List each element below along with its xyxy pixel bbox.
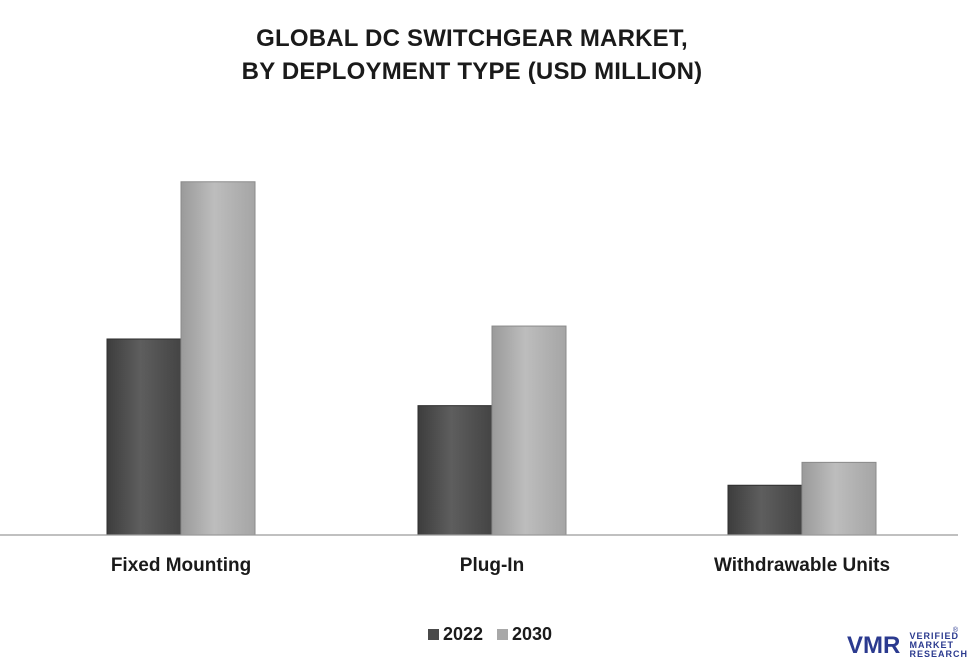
registered-mark-icon: ® (952, 627, 958, 634)
legend-label-2030: 2030 (512, 624, 553, 644)
bar-2022-plug-in (417, 405, 493, 536)
bar-2030-plug-in (491, 325, 567, 536)
vmr-logo-text: VERIFIED MARKET RESEARCH (909, 630, 968, 659)
vmr-logo-line2: MARKET (909, 639, 954, 650)
chart-title-line2: BY DEPLOYMENT TYPE (USD MILLION) (241, 58, 703, 85)
x-tick-label-plug-in: Plug-In (460, 555, 524, 576)
vmr-logo-mark: VMR (847, 632, 900, 659)
legend: 2022 2030 (0, 624, 980, 645)
legend-label-2022: 2022 (442, 624, 483, 644)
legend-swatch-2030 (497, 629, 508, 640)
bar-2022-fixed-mounting (106, 338, 182, 536)
vmr-logo-line3: RESEARCH (909, 648, 968, 659)
vmr-logo: VMR VERIFIED MARKET RESEARCH ® (847, 627, 968, 659)
x-tick-label-withdrawable-units: Withdrawable Units (714, 555, 890, 576)
legend-item-2030: 2030 (497, 624, 552, 645)
vmr-logo-line1: VERIFIED (909, 630, 959, 641)
vmr-logo-mark-text: VMR (847, 632, 900, 659)
chart-title: GLOBAL DC SWITCHGEAR MARKET, BY DEPLOYME… (0, 22, 944, 88)
bar-2030-withdrawable-units (801, 461, 877, 536)
bar-2030-fixed-mounting (180, 181, 256, 536)
bar-2022-withdrawable-units (727, 484, 803, 536)
chart-title-line1: GLOBAL DC SWITCHGEAR MARKET, (256, 25, 688, 52)
legend-item-2022: 2022 (427, 624, 483, 645)
legend-swatch-2022 (427, 629, 439, 640)
x-tick-label-fixed-mounting: Fixed Mounting (111, 555, 251, 576)
